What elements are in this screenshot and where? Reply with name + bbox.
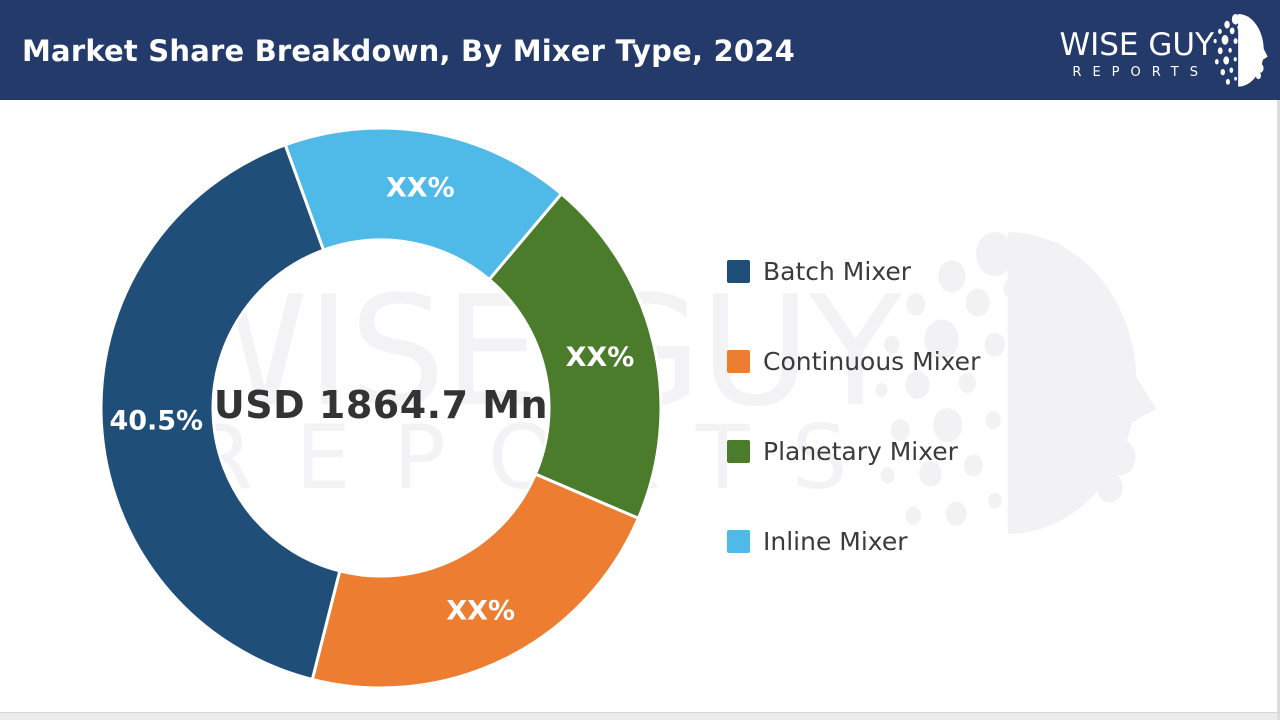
brand-logo: WISE GUY REPORTS	[1059, 10, 1268, 94]
slice-label-continuous-mixer: XX%	[446, 596, 515, 627]
legend-item-inline-mixer[interactable]: Inline Mixer	[727, 526, 980, 556]
legend-label: Inline Mixer	[763, 526, 908, 556]
bottom-strip	[0, 712, 1280, 720]
logo-title: WISE GUY	[1059, 27, 1214, 63]
donut-segment-inline-mixer[interactable]	[283, 126, 563, 282]
legend-item-continuous-mixer[interactable]: Continuous Mixer	[727, 346, 980, 376]
legend-label: Continuous Mixer	[763, 346, 981, 376]
chart-center-value: USD 1864.7 Mn	[213, 383, 549, 427]
header-banner: Market Share Breakdown, By Mixer Type, 2…	[0, 0, 1280, 100]
legend-label: Planetary Mixer	[763, 436, 958, 466]
watermark-face-icon	[875, 232, 1157, 534]
slice-label-batch-mixer: 40.5%	[109, 405, 203, 436]
page-title: Market Share Breakdown, By Mixer Type, 2…	[22, 34, 795, 68]
right-edge-line	[1277, 100, 1280, 720]
donut-segment-continuous-mixer[interactable]	[310, 472, 640, 690]
logo-face-icon	[1213, 13, 1268, 87]
legend-swatch-icon	[727, 439, 750, 463]
legend-item-batch-mixer[interactable]: Batch Mixer	[727, 256, 980, 286]
slice-label-inline-mixer: XX%	[386, 172, 455, 203]
legend-swatch-icon	[727, 529, 750, 553]
legend-item-planetary-mixer[interactable]: Planetary Mixer	[727, 436, 980, 466]
donut-chart: XX% XX% XX% 40.5%	[99, 126, 663, 690]
chart-legend: Batch Mixer Continuous Mixer Planetary M…	[727, 256, 980, 556]
slice-label-planetary-mixer: XX%	[566, 342, 635, 373]
legend-swatch-icon	[727, 259, 750, 283]
donut-segment-batch-mixer[interactable]	[99, 143, 342, 681]
legend-label: Batch Mixer	[763, 256, 912, 286]
donut-segment-planetary-mixer[interactable]	[487, 192, 663, 520]
legend-swatch-icon	[727, 349, 750, 373]
logo-subtitle: REPORTS	[1072, 65, 1210, 80]
